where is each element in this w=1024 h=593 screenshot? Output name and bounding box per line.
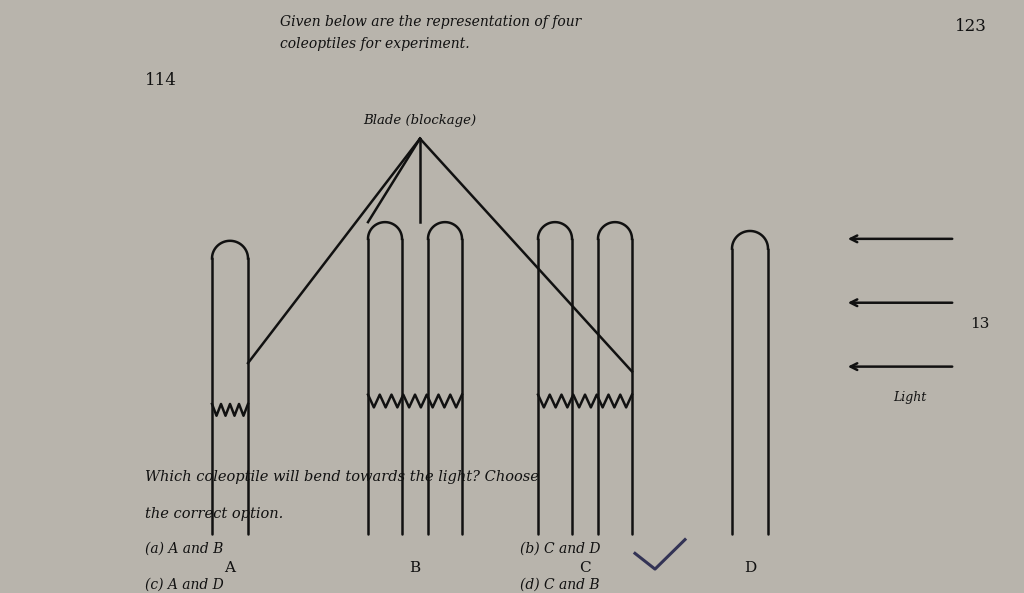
Text: (b) C and D: (b) C and D: [520, 541, 600, 556]
Text: (d) C and B: (d) C and B: [520, 578, 600, 592]
Text: Given below are the representation of four: Given below are the representation of fo…: [280, 15, 582, 28]
Text: 123: 123: [955, 18, 987, 35]
Text: 114: 114: [145, 72, 177, 89]
Text: C: C: [580, 561, 591, 575]
Text: D: D: [743, 561, 756, 575]
Text: (c) A and D: (c) A and D: [145, 578, 224, 592]
Text: Blade (blockage): Blade (blockage): [364, 114, 476, 127]
Text: the correct option.: the correct option.: [145, 507, 284, 521]
Text: coleoptiles for experiment.: coleoptiles for experiment.: [280, 37, 470, 52]
Text: Light: Light: [893, 391, 927, 404]
Text: 13: 13: [970, 317, 989, 331]
Text: B: B: [410, 561, 421, 575]
Text: A: A: [224, 561, 236, 575]
Text: Which coleoptile will bend towards the light? Choose: Which coleoptile will bend towards the l…: [145, 470, 539, 484]
Text: (a) A and B: (a) A and B: [145, 541, 223, 556]
